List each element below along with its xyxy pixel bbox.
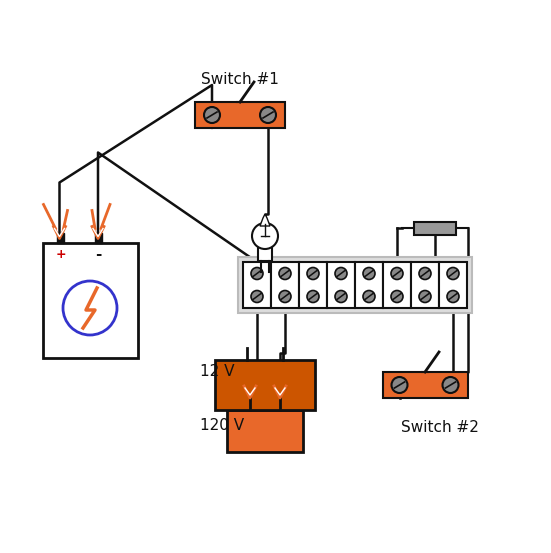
- Bar: [271, 262, 299, 308]
- Circle shape: [251, 290, 263, 302]
- Circle shape: [391, 268, 403, 279]
- Bar: [57, 232, 63, 243]
- Circle shape: [307, 268, 319, 279]
- Bar: [383, 262, 411, 308]
- Bar: [327, 262, 355, 308]
- Circle shape: [307, 290, 319, 302]
- Bar: [411, 262, 439, 308]
- Bar: [439, 262, 467, 308]
- Bar: [227, 410, 303, 452]
- Bar: [95, 232, 102, 243]
- Circle shape: [204, 107, 220, 123]
- Circle shape: [419, 268, 431, 279]
- Circle shape: [363, 290, 375, 302]
- Text: 12 V: 12 V: [200, 364, 235, 379]
- Bar: [243, 262, 271, 308]
- Text: -: -: [95, 247, 101, 262]
- Circle shape: [279, 290, 291, 302]
- Circle shape: [419, 290, 431, 302]
- Circle shape: [260, 107, 276, 123]
- Text: 120 V: 120 V: [200, 418, 244, 432]
- Circle shape: [447, 268, 459, 279]
- Circle shape: [335, 290, 347, 302]
- Bar: [414, 222, 456, 234]
- Circle shape: [391, 290, 403, 302]
- Bar: [258, 245, 272, 261]
- Text: Switch #2: Switch #2: [401, 420, 479, 435]
- Circle shape: [251, 268, 263, 279]
- Bar: [238, 257, 472, 313]
- Bar: [195, 102, 285, 128]
- Bar: [355, 262, 383, 308]
- Circle shape: [447, 290, 459, 302]
- Circle shape: [252, 223, 278, 249]
- Bar: [215, 360, 315, 410]
- Circle shape: [335, 268, 347, 279]
- Circle shape: [442, 377, 458, 393]
- Bar: [42, 243, 138, 357]
- Bar: [382, 372, 467, 398]
- Text: Switch #1: Switch #1: [201, 72, 279, 87]
- Text: +: +: [55, 248, 66, 261]
- Circle shape: [392, 377, 408, 393]
- Polygon shape: [260, 214, 270, 226]
- Circle shape: [363, 268, 375, 279]
- Circle shape: [63, 281, 117, 335]
- Bar: [299, 262, 327, 308]
- Circle shape: [279, 268, 291, 279]
